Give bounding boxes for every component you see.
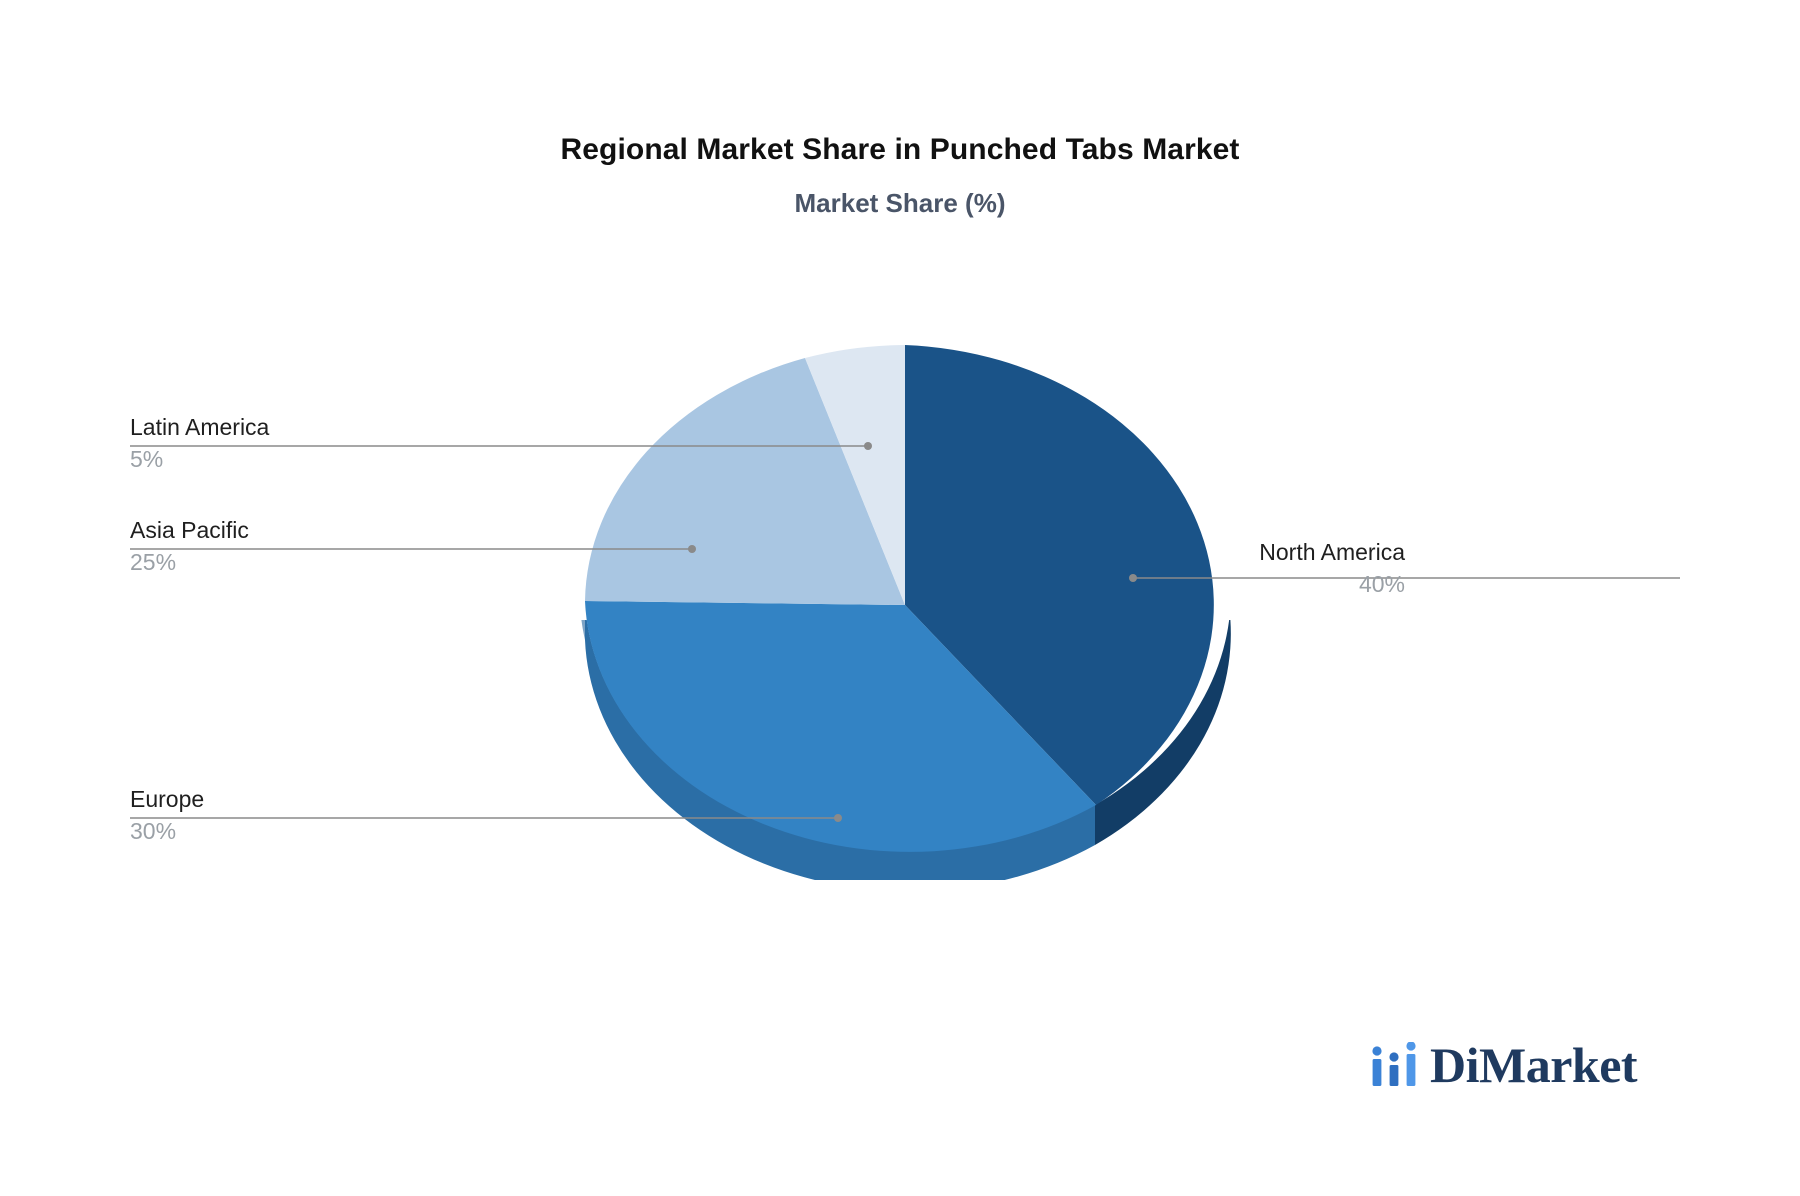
pie-depth [581,620,1231,880]
callout-label-latin-america: Latin America [130,414,270,440]
pie-slice-europe [585,601,1096,852]
callout-label-europe: Europe [130,786,205,812]
callout-north-america: North America 40% [1259,537,1405,601]
bar-chart-icon [1372,1042,1416,1086]
callout-europe: Europe 30% [130,784,204,848]
callout-value-latin-america: 5% [130,446,164,472]
callout-value-europe: 30% [130,818,177,844]
callout-value-north-america: 40% [1358,571,1405,597]
callout-latin-america: Latin America 5% [130,412,269,476]
brand-name: DiMarket [1430,1037,1638,1093]
leader-lines [130,445,1680,819]
callout-value-asia-pacific: 25% [130,549,177,575]
callout-label-asia-pacific: Asia Pacific [130,517,249,543]
leader-dots [688,442,1137,822]
pie-slice-north-america [905,345,1214,805]
chart-subtitle: Market Share (%) [794,188,1006,218]
callout-label-north-america: North America [1259,539,1405,565]
brand-logo: DiMarket [1370,1037,1638,1093]
pie-slice-asia-pacific [585,358,905,605]
callout-asia-pacific: Asia Pacific 25% [130,515,249,579]
pie-slice-latin-america [805,345,905,605]
page-title: Regional Market Share in Punched Tabs Ma… [560,133,1240,166]
pie-slices [585,345,1214,852]
